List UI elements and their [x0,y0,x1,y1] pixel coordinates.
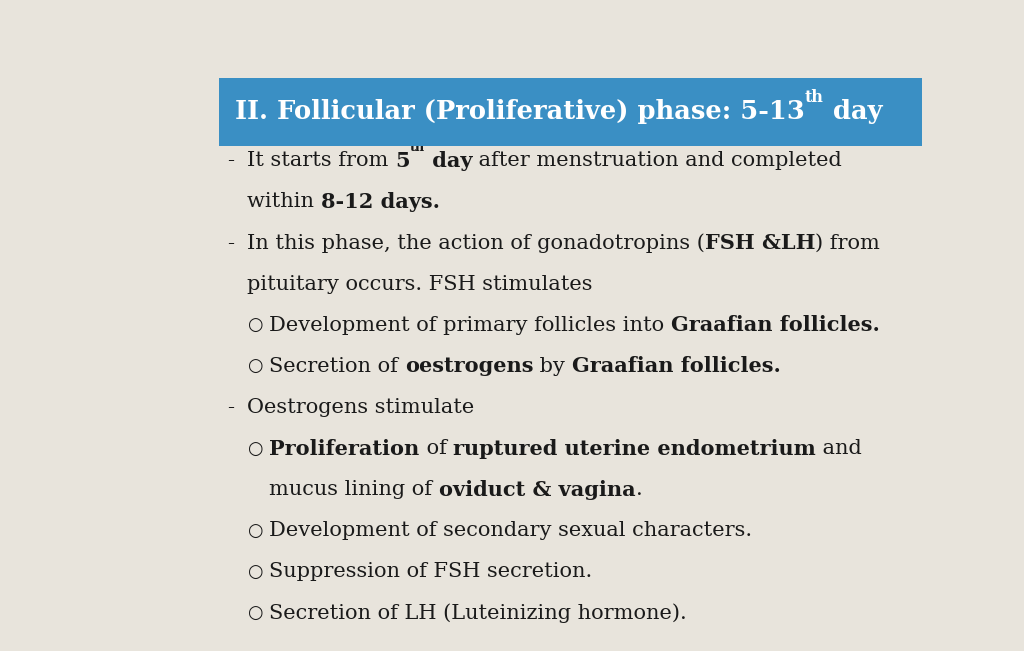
Text: within: within [247,193,321,212]
Text: Suppression of FSH secretion.: Suppression of FSH secretion. [269,562,593,581]
Text: ○: ○ [247,316,262,334]
Text: ruptured uterine endometrium: ruptured uterine endometrium [453,439,816,458]
Text: Secretion of: Secretion of [269,357,404,376]
Text: of: of [420,439,453,458]
Text: and: and [816,439,861,458]
Text: -: - [227,234,234,253]
Text: ○: ○ [247,563,262,581]
Text: th: th [410,141,425,154]
Text: mucus lining of: mucus lining of [269,480,439,499]
Text: Oestrogens stimulate: Oestrogens stimulate [247,398,474,417]
Text: -: - [227,151,234,171]
Text: by: by [534,357,571,376]
Text: In this phase, the action of gonadotropins (: In this phase, the action of gonadotropi… [247,233,705,253]
Text: day: day [425,151,472,171]
Text: It starts from: It starts from [247,151,395,171]
Text: Proliferation: Proliferation [269,439,420,458]
Text: after menstruation and completed: after menstruation and completed [472,151,842,171]
Text: -: - [227,398,234,417]
Text: Development of primary follicles into: Development of primary follicles into [269,316,671,335]
Text: pituitary occurs. FSH stimulates: pituitary occurs. FSH stimulates [247,275,593,294]
Text: 5: 5 [395,151,410,171]
Bar [219,78,922,146]
Text: ○: ○ [247,604,262,622]
Text: ) from: ) from [815,234,881,253]
Text: oestrogens: oestrogens [404,356,534,376]
Text: ○: ○ [247,439,262,458]
Text: oviduct & vagina: oviduct & vagina [439,480,636,500]
Text: FSH &LH: FSH &LH [705,233,815,253]
Text: ○: ○ [247,357,262,376]
Text: Development of secondary sexual characters.: Development of secondary sexual characte… [269,521,753,540]
Text: ○: ○ [247,521,262,540]
Text: Secretion of LH (Luteinizing hormone).: Secretion of LH (Luteinizing hormone). [269,603,687,623]
Text: th: th [805,89,823,105]
Text: II. Follicular (Proliferative) phase: 5-13: II. Follicular (Proliferative) phase: 5-… [236,100,805,124]
Text: Graafian follicles.: Graafian follicles. [571,356,780,376]
Text: Graafian follicles.: Graafian follicles. [671,315,880,335]
Text: day: day [823,100,883,124]
Text: 8-12 days.: 8-12 days. [321,192,439,212]
Text: .: . [636,480,642,499]
